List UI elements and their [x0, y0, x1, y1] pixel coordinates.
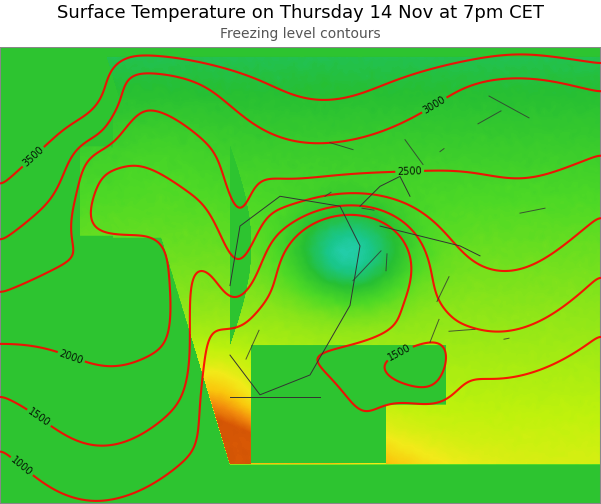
Text: 2500: 2500 — [397, 166, 423, 177]
Text: Freezing level contours: Freezing level contours — [220, 27, 381, 41]
Text: 3000: 3000 — [421, 94, 447, 116]
Text: 1500: 1500 — [386, 342, 413, 363]
Text: 1000: 1000 — [9, 455, 34, 478]
Text: Surface Temperature on Thursday 14 Nov at 7pm CET: Surface Temperature on Thursday 14 Nov a… — [57, 4, 544, 22]
Text: 3500: 3500 — [21, 145, 46, 169]
Text: 1500: 1500 — [26, 407, 52, 429]
Text: 2000: 2000 — [58, 348, 85, 365]
